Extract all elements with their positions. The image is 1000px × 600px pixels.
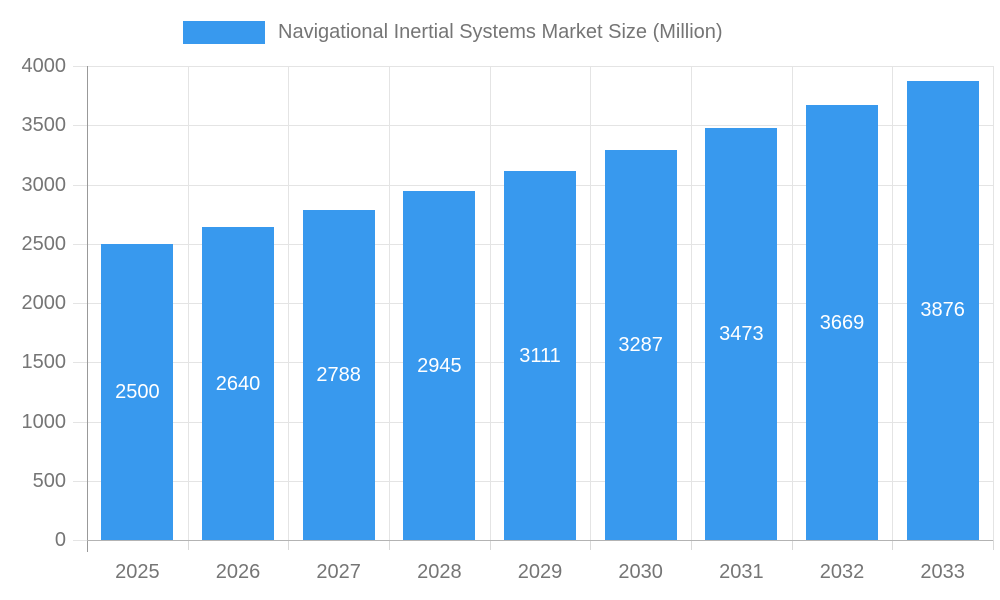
gridline-vertical bbox=[892, 66, 894, 540]
bar-2028[interactable] bbox=[403, 191, 476, 540]
y-axis-tick bbox=[73, 540, 87, 541]
y-axis-tick bbox=[73, 184, 87, 186]
x-axis-label: 2030 bbox=[618, 561, 663, 583]
y-axis-label: 2500 bbox=[21, 232, 67, 255]
y-axis-label: 1500 bbox=[21, 351, 67, 374]
bar-value-label: 2945 bbox=[417, 354, 462, 377]
y-axis-tick bbox=[73, 421, 87, 423]
bar-2029[interactable] bbox=[504, 171, 576, 540]
y-axis-label: 2000 bbox=[21, 292, 67, 314]
gridline-vertical bbox=[691, 66, 692, 540]
y-axis-tick bbox=[73, 303, 87, 304]
y-axis-label: 3500 bbox=[21, 114, 67, 137]
x-axis-tick bbox=[590, 540, 592, 550]
x-axis-tick bbox=[187, 540, 189, 550]
y-axis-tick bbox=[73, 66, 87, 67]
x-axis-label: 2032 bbox=[819, 561, 865, 583]
x-axis-label: 2026 bbox=[215, 561, 261, 583]
gridline-vertical bbox=[791, 66, 793, 540]
bar-value-label: 3111 bbox=[519, 344, 561, 367]
bar-2033[interactable] bbox=[906, 80, 979, 540]
x-axis-label: 2028 bbox=[417, 561, 462, 583]
bar-value-label: 2640 bbox=[215, 372, 261, 395]
bar-2025[interactable] bbox=[101, 243, 174, 540]
y-axis-tick bbox=[73, 480, 87, 482]
x-axis-label: 2025 bbox=[115, 561, 160, 583]
gridline-horizontal bbox=[87, 125, 993, 127]
x-axis-tick bbox=[691, 540, 692, 550]
y-axis-tick bbox=[73, 125, 87, 127]
bar-value-label: 3287 bbox=[618, 334, 663, 357]
gridline-vertical bbox=[489, 66, 491, 540]
bar-value-label: 3473 bbox=[719, 323, 764, 346]
x-axis-tick bbox=[389, 540, 390, 550]
x-axis-tick bbox=[892, 540, 894, 550]
x-axis-tick bbox=[993, 540, 994, 550]
y-axis-line bbox=[87, 66, 88, 552]
bar-value-label: 2788 bbox=[316, 363, 361, 386]
y-axis-tick bbox=[73, 243, 87, 245]
x-axis-tick bbox=[489, 540, 491, 550]
y-axis-tick bbox=[73, 362, 87, 364]
gridline-vertical bbox=[590, 66, 592, 540]
bar-2031[interactable] bbox=[705, 128, 778, 540]
bar-2032[interactable] bbox=[806, 105, 878, 540]
bar-value-label: 2500 bbox=[115, 380, 160, 403]
gridline-vertical bbox=[993, 66, 994, 540]
legend-label: Navigational Inertial Systems Market Siz… bbox=[278, 21, 723, 43]
y-axis-label: 500 bbox=[32, 469, 66, 492]
gridline-vertical bbox=[288, 66, 290, 540]
x-axis-tick bbox=[288, 540, 290, 550]
y-axis-label: 1000 bbox=[21, 410, 67, 433]
gridline-vertical bbox=[187, 66, 189, 540]
y-axis-label: 0 bbox=[54, 529, 66, 551]
y-axis-label: 4000 bbox=[21, 55, 67, 77]
x-axis-tick bbox=[791, 540, 793, 550]
bar-2030[interactable] bbox=[604, 150, 677, 540]
x-axis-label: 2029 bbox=[517, 561, 563, 583]
bar-value-label: 3876 bbox=[920, 299, 965, 322]
gridline-horizontal bbox=[87, 66, 993, 67]
bar-value-label: 3669 bbox=[819, 311, 865, 334]
x-axis-line bbox=[87, 540, 993, 541]
bar-2026[interactable] bbox=[202, 227, 274, 540]
legend-swatch-icon bbox=[183, 20, 265, 44]
x-axis-label: 2031 bbox=[719, 561, 764, 583]
y-axis-label: 3000 bbox=[21, 173, 67, 196]
x-axis-label: 2033 bbox=[920, 561, 965, 583]
gridline-vertical bbox=[389, 66, 390, 540]
legend-item[interactable]: Navigational Inertial Systems Market Siz… bbox=[183, 20, 723, 44]
bar-2027[interactable] bbox=[302, 209, 375, 540]
x-axis-label: 2027 bbox=[316, 561, 361, 583]
